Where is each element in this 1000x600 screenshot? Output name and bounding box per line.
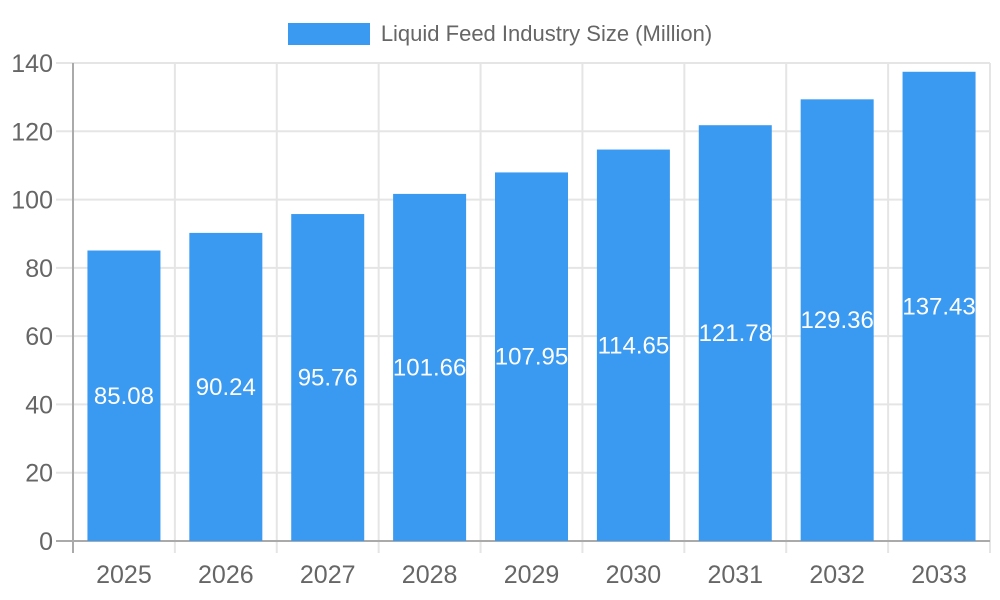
legend[interactable]: Liquid Feed Industry Size (Million) (0, 21, 1000, 47)
bar[interactable] (291, 214, 365, 541)
y-tick-label: 140 (11, 50, 53, 78)
bar-value-label: 101.66 (393, 354, 466, 381)
y-tick-label: 60 (25, 323, 53, 351)
bar[interactable] (596, 149, 670, 542)
bar[interactable] (495, 172, 568, 541)
bar-value-label: 121.78 (699, 320, 772, 347)
x-tick-label: 2031 (707, 561, 763, 589)
x-tick-label: 2025 (96, 561, 152, 589)
x-tick-label: 2030 (606, 561, 662, 589)
y-tick-label: 0 (39, 528, 53, 556)
x-tick-label: 2027 (300, 561, 356, 589)
bar[interactable] (800, 99, 874, 541)
bar-value-label: 95.76 (298, 365, 358, 392)
bar-value-label: 90.24 (196, 374, 256, 401)
bar[interactable] (698, 125, 772, 541)
bar[interactable] (87, 250, 161, 541)
bar-value-label: 137.43 (902, 293, 975, 320)
y-tick-label: 20 (25, 460, 53, 488)
y-tick-label: 80 (25, 255, 53, 283)
bar-value-label: 85.08 (94, 383, 154, 410)
y-tick-label: 100 (11, 187, 53, 215)
x-tick-label: 2033 (911, 561, 967, 589)
legend-swatch (287, 23, 370, 45)
x-tick-label: 2026 (198, 561, 254, 589)
y-tick-label: 120 (11, 118, 53, 146)
y-tick-label: 40 (25, 391, 53, 419)
bar[interactable] (393, 193, 467, 541)
x-tick-label: 2029 (504, 561, 560, 589)
bar[interactable] (189, 232, 263, 542)
x-tick-label: 2032 (809, 561, 865, 589)
bar-value-label: 129.36 (800, 307, 873, 334)
x-tick-label: 2028 (402, 561, 458, 589)
bar-value-label: 107.95 (495, 344, 568, 371)
legend-label: Liquid Feed Industry Size (Million) (380, 21, 713, 46)
bar[interactable] (902, 71, 976, 541)
bar-value-label: 114.65 (598, 332, 670, 359)
